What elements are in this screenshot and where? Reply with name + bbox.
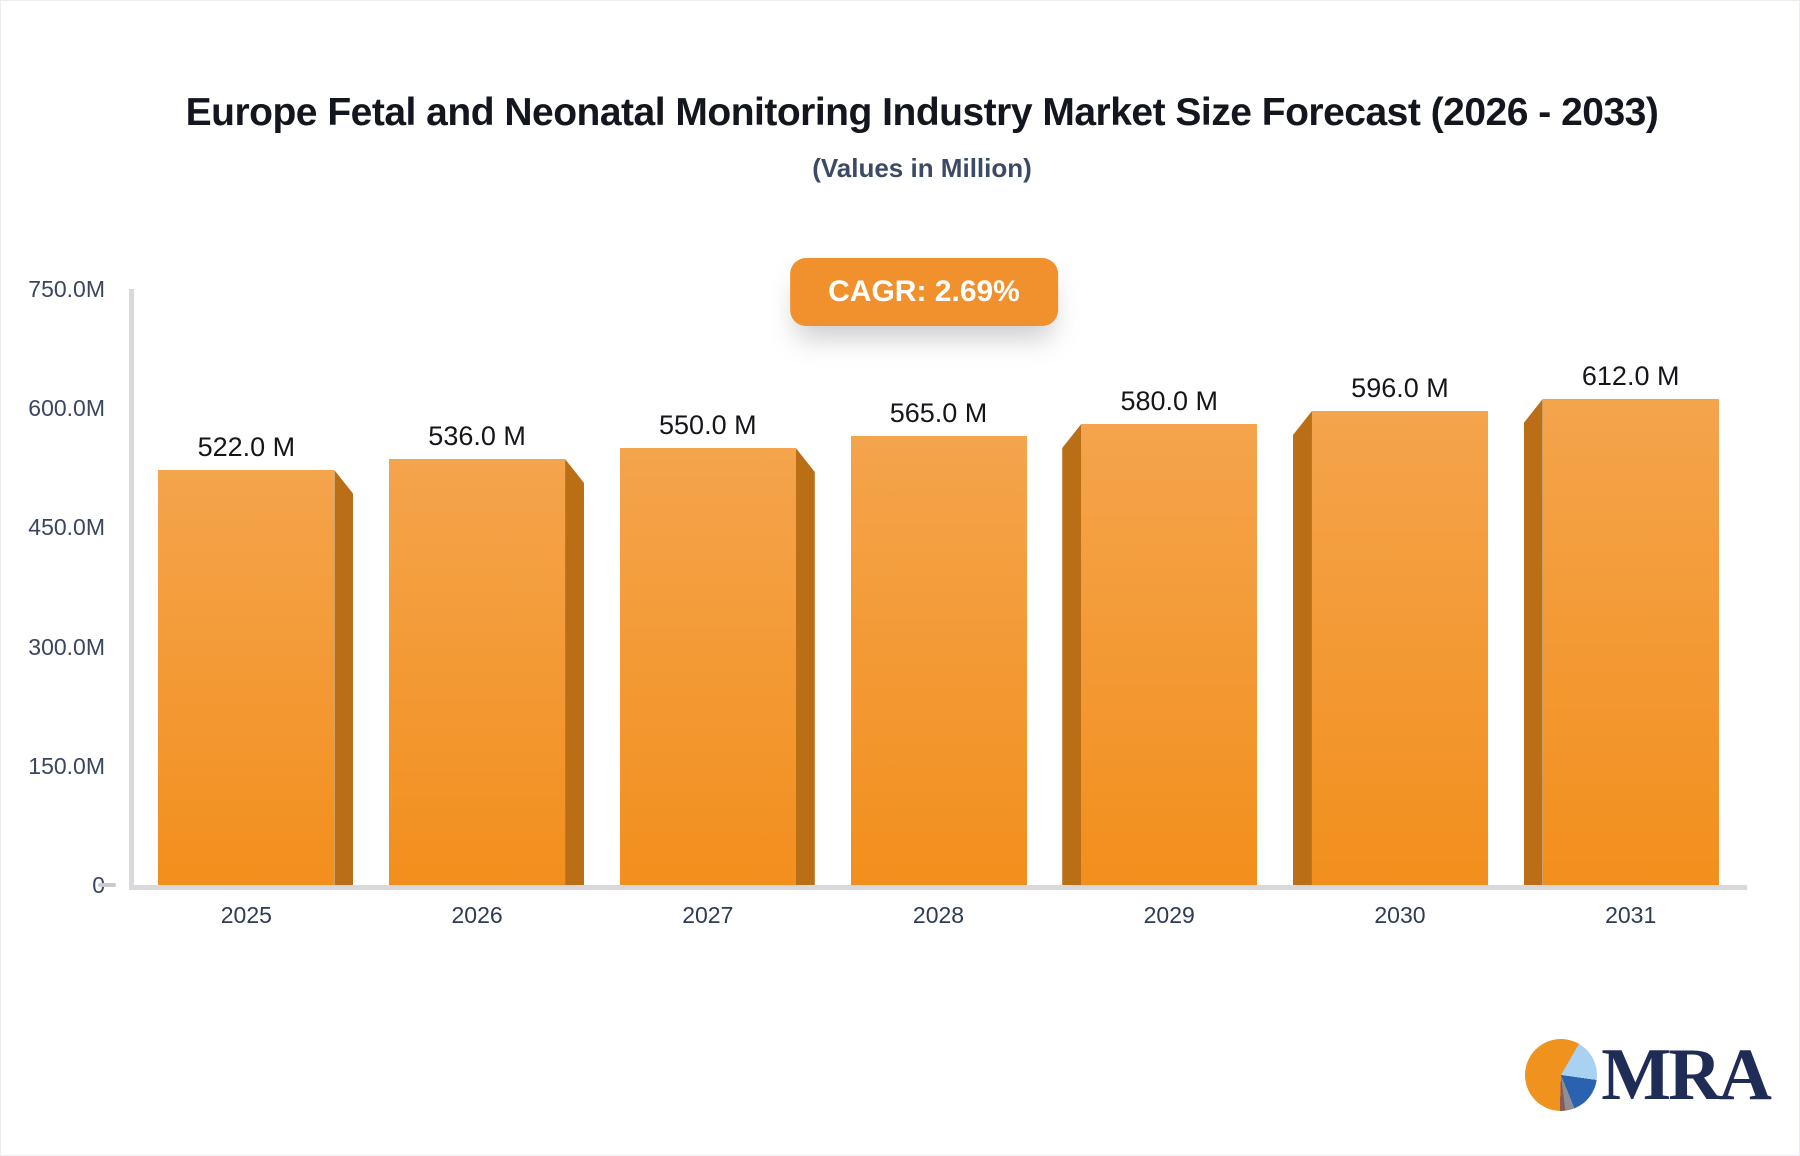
bar: 550.0 M [619, 410, 815, 885]
bar-value-label: 536.0 M [428, 421, 526, 451]
bars-container: 522.0 M 536.0 M 550.0 M 565.0 M 580.0 M 596.0… [131, 289, 1746, 885]
bar-value-label: 596.0 M [1351, 373, 1449, 403]
bar: 522.0 M [158, 432, 354, 885]
bar-face: 596.0 M [1292, 373, 1488, 885]
y-tick-label: 600.0M [28, 395, 105, 422]
x-tick-label: 2025 [220, 902, 272, 928]
bar-value-label: 522.0 M [197, 432, 296, 462]
x-tick-label: 2028 [912, 902, 965, 928]
bar-face: 565.0 M [850, 398, 1027, 885]
y-tick-label: 150.0M [28, 752, 105, 779]
y-tick-label: 300.0M [28, 633, 105, 660]
x-tick-label: 2030 [1374, 902, 1426, 928]
y-tick-label: 450.0M [28, 514, 105, 541]
bar-3d-side [795, 448, 815, 885]
pie-chart-logo-icon [1525, 1039, 1598, 1111]
bar-slot: 612.0 M [1515, 289, 1746, 885]
bar: 612.0 M [1523, 361, 1719, 885]
x-tick-label: 2026 [451, 902, 503, 928]
cagr-badge: CAGR: 2.69% [790, 258, 1058, 326]
logo-text: MRA [1601, 1034, 1772, 1116]
bar-slot: 565.0 M [823, 289, 1054, 885]
bar-face: 522.0 M [158, 432, 354, 885]
x-axis-labels: 2025 2026 2027 2028 2029 2030 2031 [131, 902, 1746, 929]
x-tick-label: 2031 [1605, 902, 1657, 928]
y-axis: 750.0M 600.0M 450.0M 300.0M 150.0M 0 [1, 1, 116, 1155]
x-tick-label: 2027 [682, 902, 734, 928]
bar-3d-side [565, 459, 585, 885]
bar-face: 550.0 M [619, 410, 815, 885]
bar-face: 536.0 M [389, 421, 585, 885]
bar-slot: 580.0 M [1054, 289, 1285, 885]
bar: 536.0 M [389, 421, 585, 885]
bar-face: 612.0 M [1523, 361, 1719, 885]
bar-slot: 596.0 M [1285, 289, 1516, 885]
bar-value-label: 580.0 M [1120, 386, 1219, 416]
bar-slot: 536.0 M [362, 289, 593, 885]
bar-3d-side [1062, 424, 1082, 885]
bar-value-label: 612.0 M [1581, 361, 1680, 391]
y-axis-zero-tick [98, 883, 116, 887]
y-tick-label: 750.0M [28, 276, 105, 302]
y-axis-line [129, 289, 134, 889]
chart-header: Europe Fetal and Neonatal Monitoring Ind… [23, 91, 1799, 184]
y-tick-label: 0 [1, 871, 105, 899]
x-tick-label: 2029 [1143, 902, 1195, 928]
bar-slot: 550.0 M [592, 289, 823, 885]
chart-subtitle: (Values in Million) [812, 153, 1032, 183]
bar-face: 580.0 M [1062, 386, 1258, 885]
bar-slot: 522.0 M [131, 289, 362, 885]
bar-3d-side [334, 470, 354, 885]
bar: 596.0 M [1292, 373, 1488, 885]
bar-3d-side [1523, 399, 1543, 885]
bar-value-label: 550.0 M [659, 410, 757, 440]
x-axis-line [129, 885, 1747, 890]
mra-logo: MRA [1525, 1034, 1772, 1116]
bar-value-label: 565.0 M [889, 398, 988, 428]
bar: 580.0 M [1062, 386, 1258, 885]
chart-title: Europe Fetal and Neonatal Monitoring Ind… [185, 91, 1659, 134]
bar: 565.0 M [850, 398, 1027, 885]
bar-3d-side [1292, 411, 1312, 885]
